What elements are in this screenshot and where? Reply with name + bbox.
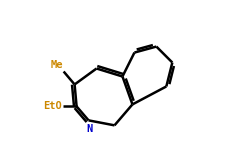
Text: Me: Me <box>50 60 63 70</box>
Text: N: N <box>86 124 93 134</box>
Text: EtO: EtO <box>43 101 62 111</box>
